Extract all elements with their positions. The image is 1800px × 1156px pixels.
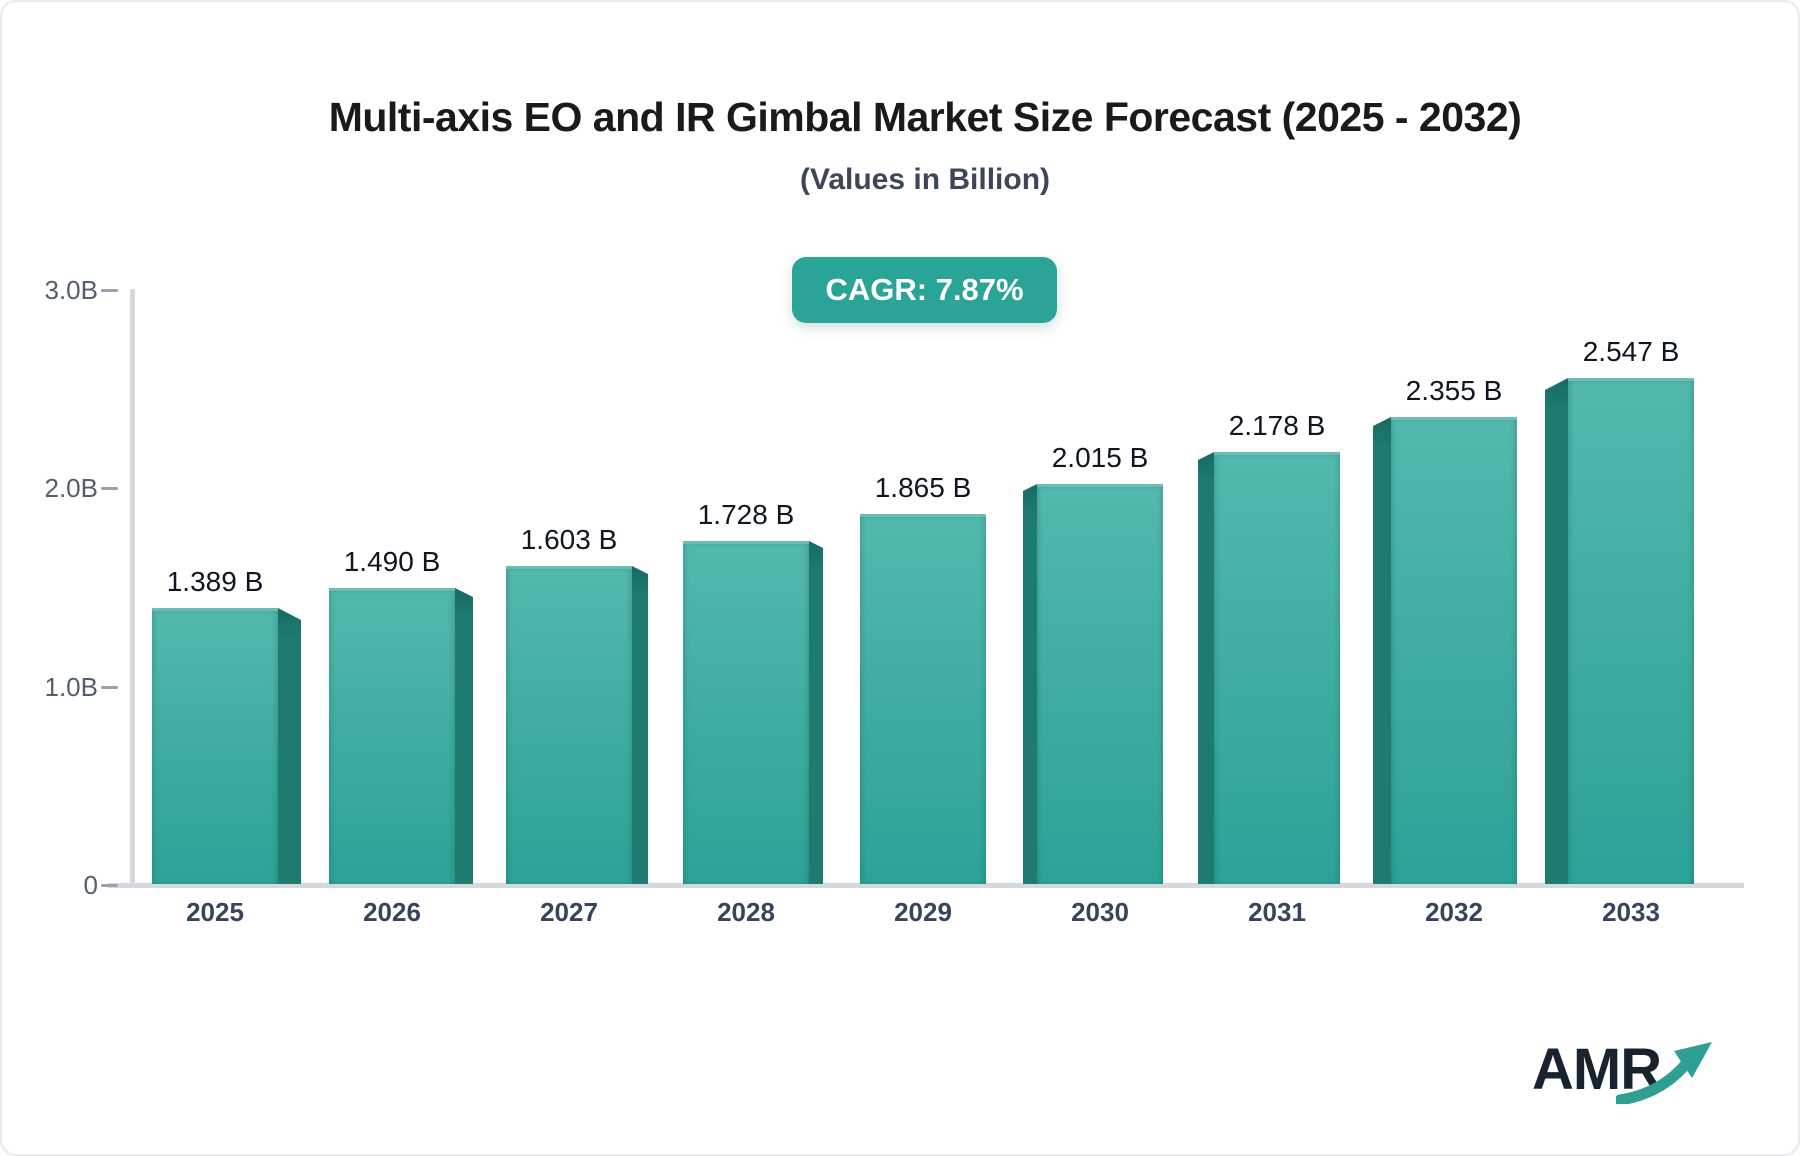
bar-value-label-2028: 1.728 B [697,499,795,530]
bar-side-face-2026 [455,588,473,884]
bar-side-face-2033 [1545,378,1568,884]
x-axis-label-2029: 2029 [894,897,952,927]
bar-2028 [683,541,809,884]
x-axis-baseline [108,883,1744,888]
y-axis-tick-1.0B [101,686,118,689]
bar-value-label-2033: 2.547 B [1582,336,1680,367]
bar-value-label-2026: 1.490 B [343,546,441,577]
growth-arrow-icon [1616,1042,1712,1104]
x-axis-label-2025: 2025 [186,897,244,927]
page-title: Multi-axis EO and IR Gimbal Market Size … [328,94,1522,140]
bar-side-face-2031 [1198,452,1214,884]
y-axis-line [130,289,135,884]
bar-side-face-2032 [1373,417,1391,884]
y-axis-label-2.0B: 2.0B [44,473,99,503]
x-axis-label-2026: 2026 [363,897,421,927]
x-axis-label-2033: 2033 [1602,897,1660,927]
cagr-badge-label: CAGR: 7.87% [825,272,1024,307]
bar-2030 [1037,484,1163,884]
x-axis-label-2032: 2032 [1425,897,1483,927]
amr-logo: AMR [1528,1030,1728,1120]
x-axis-label-2027: 2027 [540,897,598,927]
bar-2027 [506,566,632,884]
y-axis-label-3.0B: 3.0B [44,275,99,305]
bar-side-face-2028 [809,541,823,884]
bar-value-label-2027: 1.603 B [520,524,618,555]
bar-side-face-2030 [1023,484,1037,884]
bar-2025 [152,608,278,884]
chart-subtitle: (Values in Billion) [799,163,1051,196]
x-axis-label-2028: 2028 [717,897,775,927]
y-axis-tick-3.0B [101,289,118,292]
bar-2031 [1214,452,1340,884]
bar-side-face-2027 [632,566,648,884]
y-axis-tick-0 [101,884,118,887]
bar-value-label-2031: 2.178 B [1228,410,1326,441]
bar-2032 [1391,417,1517,884]
bar-value-label-2030: 2.015 B [1051,442,1149,473]
bar-value-label-2025: 1.389 B [166,566,264,597]
bar-2029 [860,514,986,884]
y-axis-label-1.0B: 1.0B [44,672,99,702]
bar-value-label-2029: 1.865 B [874,472,972,503]
x-axis-label-2030: 2030 [1071,897,1129,927]
y-axis-label-0: 0 [83,870,98,900]
bar-2026 [329,588,455,884]
bar-value-label-2032: 2.355 B [1405,375,1503,406]
cagr-badge: CAGR: 7.87% [792,257,1057,323]
y-axis-tick-2.0B [101,487,118,490]
bar-2033 [1568,378,1694,884]
bar-side-face-2025 [278,608,301,884]
x-axis-label-2031: 2031 [1248,897,1306,927]
